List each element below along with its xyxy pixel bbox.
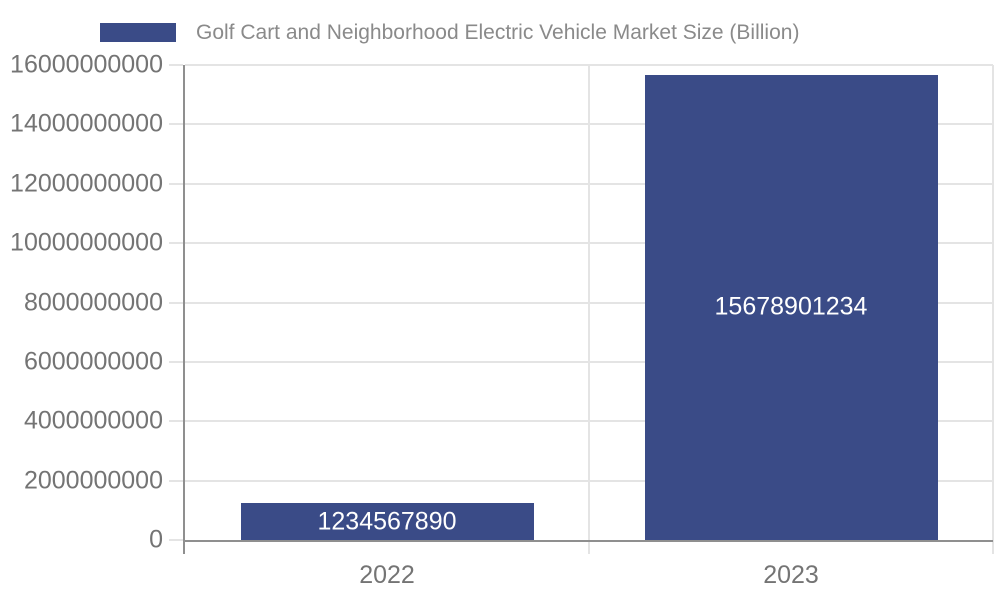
x-axis-tick-label: 2022 xyxy=(359,561,415,589)
chart-legend[interactable]: Golf Cart and Neighborhood Electric Vehi… xyxy=(100,20,799,45)
bar-2023 xyxy=(644,74,938,540)
x-gridline xyxy=(992,65,994,540)
y-axis-tick xyxy=(169,242,183,245)
y-axis-tick-label: 0 xyxy=(149,525,163,554)
y-axis-tick-label: 6000000000 xyxy=(23,347,163,376)
y-axis-tick-label: 4000000000 xyxy=(23,406,163,435)
y-axis-tick xyxy=(169,539,183,541)
y-axis-tick-label: 2000000000 xyxy=(23,466,163,495)
y-axis-tick xyxy=(169,64,183,66)
y-axis-tick xyxy=(169,420,183,423)
x-gridline xyxy=(588,65,590,540)
x-axis-tick-label: 2023 xyxy=(763,561,819,589)
plot-area: 0 2000000000 4000000000 6000000000 800000000… xyxy=(10,51,994,589)
y-axis-tick-label: 14000000000 xyxy=(10,109,163,138)
y-axis-tick-label: 8000000000 xyxy=(23,288,163,316)
x-axis-tick xyxy=(992,540,994,554)
chart-title: Golf Cart and Neighborhood Electric Vehi… xyxy=(196,21,800,44)
bar-value-label: 1234567890 xyxy=(317,507,457,536)
y-axis-tick-label: 12000000000 xyxy=(10,169,163,198)
y-axis-tick xyxy=(169,360,183,363)
y-axis-line xyxy=(183,65,185,554)
x-axis-line xyxy=(183,540,993,542)
bar-2022 xyxy=(240,503,534,540)
x-axis-tick xyxy=(588,540,590,554)
y-axis-tick xyxy=(169,479,183,482)
y-axis-tick-label: 10000000000 xyxy=(10,228,163,257)
bar-value-label: 15678901234 xyxy=(714,292,868,321)
y-axis-tick xyxy=(169,123,183,126)
y-axis-tick xyxy=(169,301,183,304)
y-axis-tick xyxy=(169,182,183,185)
legend-swatch xyxy=(100,23,176,42)
y-axis-tick-label: 16000000000 xyxy=(10,50,163,79)
